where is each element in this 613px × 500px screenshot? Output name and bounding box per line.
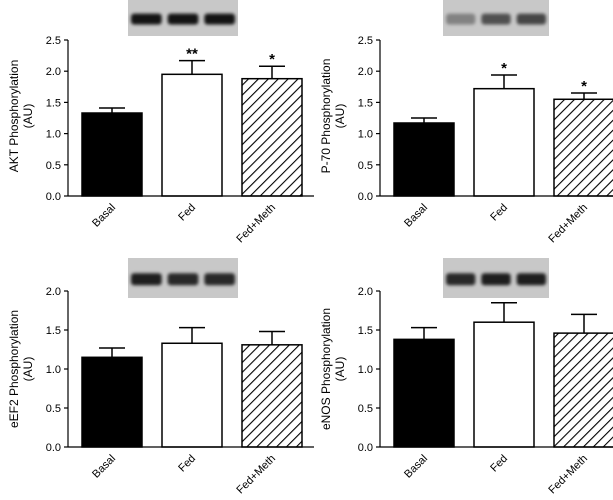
western-blot [443, 258, 549, 298]
y-tick-label: 2.5 [358, 35, 373, 47]
y-tick-label: 0.5 [46, 403, 61, 415]
y-axis-label: eNOS Phosphorylation(AU) [319, 308, 347, 430]
y-tick-label: 0.0 [358, 191, 373, 203]
category-label: Fed+Meth [234, 202, 278, 246]
category-label: Fed [488, 453, 510, 475]
y-tick-label: 1.5 [358, 325, 373, 337]
bar-fed [473, 321, 535, 448]
blot-band [204, 273, 235, 286]
y-axis-label-line2: (AU) [21, 104, 35, 129]
blot-band [204, 13, 235, 25]
y-tick-label: 1.0 [358, 129, 373, 141]
y-axis-label: AKT Phosphorylation(AU) [7, 60, 35, 173]
bar-fed [161, 342, 223, 448]
y-tick-label: 2.0 [46, 286, 61, 298]
y-axis-label-line1: eEF2 Phosphorylation [7, 310, 21, 428]
significance-marker: ** [186, 46, 198, 63]
y-tick-label: 1.0 [358, 364, 373, 376]
bar-fed [473, 87, 535, 197]
bar-fed [161, 73, 223, 197]
category-label: Fed+Meth [234, 453, 278, 497]
y-tick-label: 1.0 [46, 129, 61, 141]
blot-band [481, 13, 511, 25]
category-label: Fed [488, 202, 510, 224]
y-axis-label: P-70 Phosphorylation(AU) [319, 59, 347, 174]
y-tick-label: 0.5 [46, 160, 61, 172]
y-tick-label: 2.0 [358, 286, 373, 298]
significance-marker: * [501, 60, 507, 77]
y-tick-label: 1.5 [46, 97, 61, 109]
category-label: Basal [402, 202, 430, 230]
y-axis-label-line1: P-70 Phosphorylation [319, 59, 333, 174]
category-label: Fed+Meth [546, 453, 590, 497]
y-tick-label: 0.0 [358, 442, 373, 454]
y-axis-label-line1: AKT Phosphorylation [7, 60, 21, 173]
blot-band [167, 13, 199, 25]
bar-fed-meth [241, 77, 303, 197]
y-tick-label: 2.0 [46, 66, 61, 78]
bar-fed-meth [241, 344, 303, 448]
bar-basal [81, 356, 143, 448]
chart-panel-top-left: Basal ** Fed * Fed+Meth 0.0 0.5 1.0 1.5 2.0 2.5 AKT… [7, 0, 314, 245]
chart-panel-bottom-right: Basal Fed Fed+Meth 0.0 0.5 1.0 1.5 2.0 eNOS Phos… [319, 258, 613, 496]
y-axis-label: eEF2 Phosphorylation(AU) [7, 310, 35, 428]
significance-marker: * [581, 78, 587, 95]
category-label: Fed [176, 453, 198, 475]
y-tick-label: 1.5 [358, 97, 373, 109]
blot-band [481, 273, 511, 286]
category-label: Fed [176, 202, 198, 224]
category-label: Basal [90, 202, 118, 230]
blot-band [516, 273, 546, 286]
bar-basal [393, 122, 455, 197]
bar-fed-meth [553, 332, 613, 448]
blot-band [516, 13, 546, 25]
y-tick-label: 2.0 [358, 66, 373, 78]
category-label: Basal [402, 453, 430, 481]
category-label: Fed+Meth [546, 202, 590, 246]
western-blot [128, 258, 238, 298]
y-axis-label-line2: (AU) [333, 104, 347, 129]
category-label: Basal [90, 453, 118, 481]
y-axis-label-line2: (AU) [21, 357, 35, 382]
chart-panel-top-right: Basal * Fed * Fed+Meth 0.0 0.5 1.0 1.5 2.0 2.5 P-70… [319, 0, 613, 245]
western-blot [128, 0, 238, 36]
blot-band [131, 13, 162, 25]
y-tick-label: 0.5 [358, 403, 373, 415]
bar-basal [81, 112, 143, 197]
y-axis-label-line2: (AU) [333, 357, 347, 382]
y-tick-label: 0.5 [358, 160, 373, 172]
bar-basal [393, 338, 455, 448]
y-tick-label: 1.5 [46, 325, 61, 337]
blot-band [446, 13, 476, 25]
western-blot [443, 0, 549, 36]
blot-band [167, 273, 199, 286]
y-tick-label: 0.0 [46, 442, 61, 454]
chart-panel-bottom-left: Basal Fed Fed+Meth 0.0 0.5 1.0 1.5 2.0 eEF2 Phos… [7, 258, 314, 496]
y-tick-label: 2.5 [46, 35, 61, 47]
blot-band [446, 273, 476, 286]
y-axis-label-line1: eNOS Phosphorylation [319, 308, 333, 430]
bar-fed-meth [553, 98, 613, 197]
blot-band [131, 273, 162, 286]
significance-marker: * [269, 51, 275, 68]
y-tick-label: 1.0 [46, 364, 61, 376]
y-tick-label: 0.0 [46, 191, 61, 203]
